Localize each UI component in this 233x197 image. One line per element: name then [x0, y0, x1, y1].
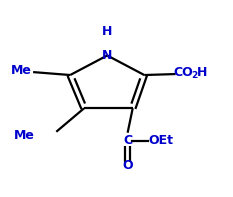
- Text: H: H: [196, 66, 207, 79]
- Text: OEt: OEt: [148, 134, 173, 147]
- Text: C: C: [123, 134, 132, 147]
- Text: CO: CO: [173, 66, 193, 79]
- Text: H: H: [102, 25, 113, 38]
- Text: O: O: [122, 160, 133, 173]
- Text: Me: Me: [14, 129, 34, 142]
- Text: N: N: [102, 49, 113, 62]
- Text: Me: Me: [11, 64, 32, 77]
- Text: 2: 2: [191, 71, 197, 80]
